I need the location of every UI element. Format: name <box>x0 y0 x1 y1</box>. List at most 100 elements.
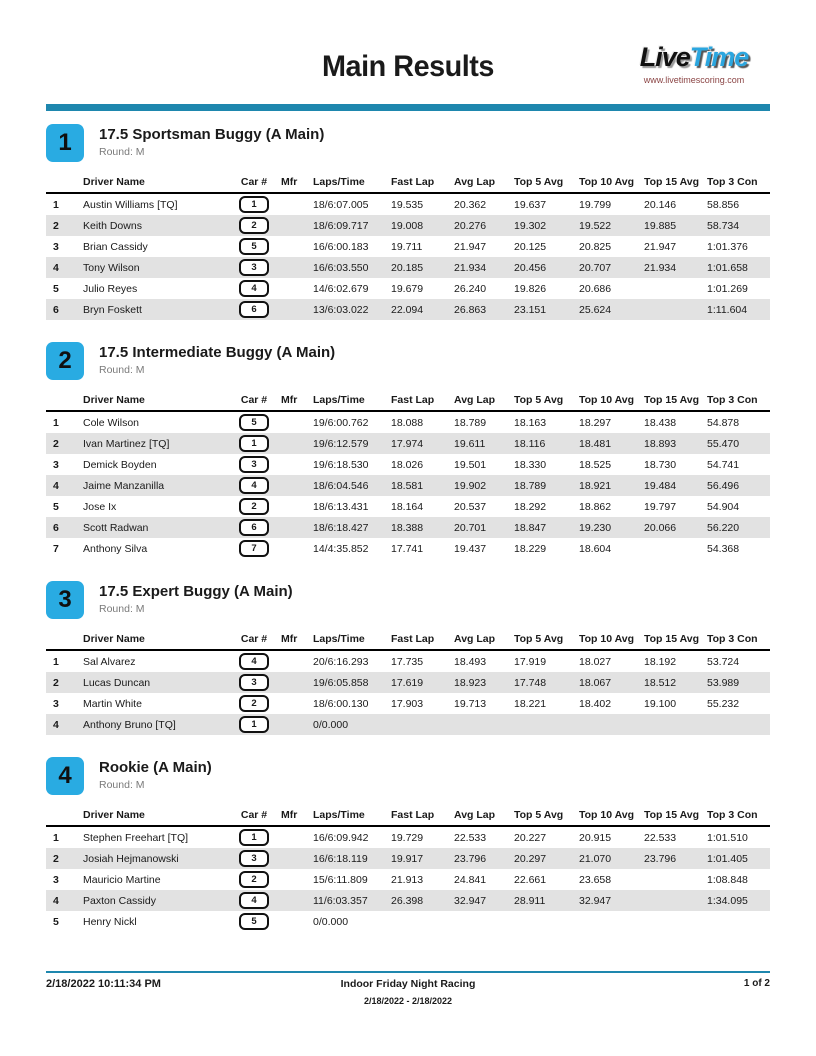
cell-mfr <box>281 266 313 270</box>
header-cell-top3: Top 3 Con <box>707 393 758 406</box>
header-cell-top10: Top 10 Avg <box>579 632 635 645</box>
cell-top10: 23.658 <box>579 873 612 886</box>
cell-driver: Paxton Cassidy <box>83 894 156 907</box>
cell-pos: 3 <box>53 697 59 710</box>
cell-mfr <box>281 878 313 882</box>
cell-fast: 17.903 <box>391 697 424 710</box>
header-cell-mfr: Mfr <box>281 808 298 821</box>
cell-top5: 18.847 <box>514 521 547 534</box>
header-cell-top5: Top 5 Avg <box>514 632 564 645</box>
cell-fast: 18.581 <box>391 479 424 492</box>
cell-top5: 17.748 <box>514 676 547 689</box>
cell-top3: 58.734 <box>707 219 740 232</box>
cell-fast: 19.729 <box>391 831 424 844</box>
cell-car: 3 <box>229 257 281 278</box>
cell-top15: 20.146 <box>644 198 677 211</box>
cell-top5: 18.229 <box>514 542 547 555</box>
cell-top10: 19.230 <box>579 521 612 534</box>
cell-fast: 18.088 <box>391 416 424 429</box>
cell-top15: 18.192 <box>644 655 677 668</box>
cell-top5: 18.116 <box>514 437 546 450</box>
car-number-badge: 4 <box>239 653 269 670</box>
cell-top3 <box>707 723 770 727</box>
cell-top5: 20.297 <box>514 852 547 865</box>
cell-pos: 7 <box>53 542 59 555</box>
header-cell-laps: Laps/Time <box>313 808 365 821</box>
car-number-badge: 2 <box>239 871 269 888</box>
car-number-badge: 2 <box>239 498 269 515</box>
cell-top5: 18.330 <box>514 458 547 471</box>
cell-laps: 0/0.000 <box>313 915 349 928</box>
header-cell-top15: Top 15 Avg <box>644 393 700 406</box>
cell-laps: 19/6:18.530 <box>313 458 369 471</box>
cell-car: 3 <box>229 672 281 693</box>
cell-pos: 1 <box>53 831 59 844</box>
cell-driver: Mauricio Martine <box>83 873 161 886</box>
cell-top3: 1:01.510 <box>707 831 748 844</box>
cell-mfr <box>281 505 313 509</box>
cell-car: 4 <box>229 475 281 496</box>
cell-fast <box>391 723 454 727</box>
cell-top10: 19.799 <box>579 198 612 211</box>
cell-laps: 18/6:18.427 <box>313 521 369 534</box>
cell-top5: 18.163 <box>514 416 547 429</box>
cell-pos: 5 <box>53 915 59 928</box>
cell-top10 <box>579 920 644 924</box>
table-row: 3 Mauricio Martine 2 15/6:11.809 21.913 24.84… <box>46 869 770 890</box>
cell-top15 <box>644 878 707 882</box>
cell-driver: Anthony Bruno [TQ] <box>83 718 176 731</box>
cell-avg: 32.947 <box>454 894 487 907</box>
cell-fast: 18.388 <box>391 521 424 534</box>
report-header: Main Results LiveTime www.livetimescorin… <box>0 0 816 96</box>
header-cell-position <box>46 637 83 641</box>
cell-mfr <box>281 308 313 312</box>
header-cell-avg: Avg Lap <box>454 632 496 645</box>
cell-top10: 18.067 <box>579 676 612 689</box>
car-number-badge: 6 <box>239 519 269 536</box>
car-number-badge: 4 <box>239 477 269 494</box>
car-number-badge: 7 <box>239 540 269 557</box>
results-sections: 1 17.5 Sportsman Buggy (A Main) Round: M Dr… <box>0 124 816 932</box>
cell-driver: Josiah Hejmanowski <box>83 852 179 865</box>
cell-mfr <box>281 547 313 551</box>
cell-top3: 1:34.095 <box>707 894 748 907</box>
cell-avg <box>454 723 514 727</box>
cell-driver: Scott Radwan <box>83 521 149 534</box>
cell-top3: 54.368 <box>707 542 740 555</box>
cell-pos: 3 <box>53 458 59 471</box>
logo-website-url: www.livetimescoring.com <box>643 75 745 85</box>
cell-driver: Bryn Foskett <box>83 303 142 316</box>
section-number-badge: 3 <box>46 581 84 619</box>
race-section: 4 Rookie (A Main) Round: M Driver Name Car #… <box>46 757 770 932</box>
header-cell-top10: Top 10 Avg <box>579 808 635 821</box>
cell-mfr <box>281 442 313 446</box>
section-round: Round: M <box>99 779 145 791</box>
cell-top10 <box>579 723 644 727</box>
section-titles: 17.5 Intermediate Buggy (A Main) Round: M <box>99 342 335 376</box>
footer-divider-line <box>46 971 770 973</box>
cell-mfr <box>281 421 313 425</box>
header-cell-top10: Top 10 Avg <box>579 393 635 406</box>
header-cell-car: Car # <box>240 632 268 645</box>
cell-top15: 20.066 <box>644 521 677 534</box>
section-header: 3 17.5 Expert Buggy (A Main) Round: M <box>46 581 770 619</box>
cell-top10: 18.481 <box>579 437 612 450</box>
cell-laps: 16/6:00.183 <box>313 240 369 253</box>
car-number-badge: 3 <box>239 259 269 276</box>
cell-fast: 18.026 <box>391 458 424 471</box>
cell-top15: 19.797 <box>644 500 677 513</box>
header-cell-avg: Avg Lap <box>454 393 496 406</box>
header-divider-bar <box>46 104 770 111</box>
cell-driver: Lucas Duncan <box>83 676 151 689</box>
table-row: 1 Cole Wilson 5 19/6:00.762 18.088 18.789 18.1… <box>46 412 770 433</box>
cell-top3: 1:01.269 <box>707 282 748 295</box>
cell-car: 4 <box>229 890 281 911</box>
cell-top5 <box>514 920 579 924</box>
cell-fast: 21.913 <box>391 873 424 886</box>
car-number-badge: 1 <box>239 829 269 846</box>
cell-top15 <box>644 308 707 312</box>
car-number-badge: 1 <box>239 716 269 733</box>
header-cell-position <box>46 180 83 184</box>
cell-avg <box>454 920 514 924</box>
cell-pos: 3 <box>53 873 59 886</box>
